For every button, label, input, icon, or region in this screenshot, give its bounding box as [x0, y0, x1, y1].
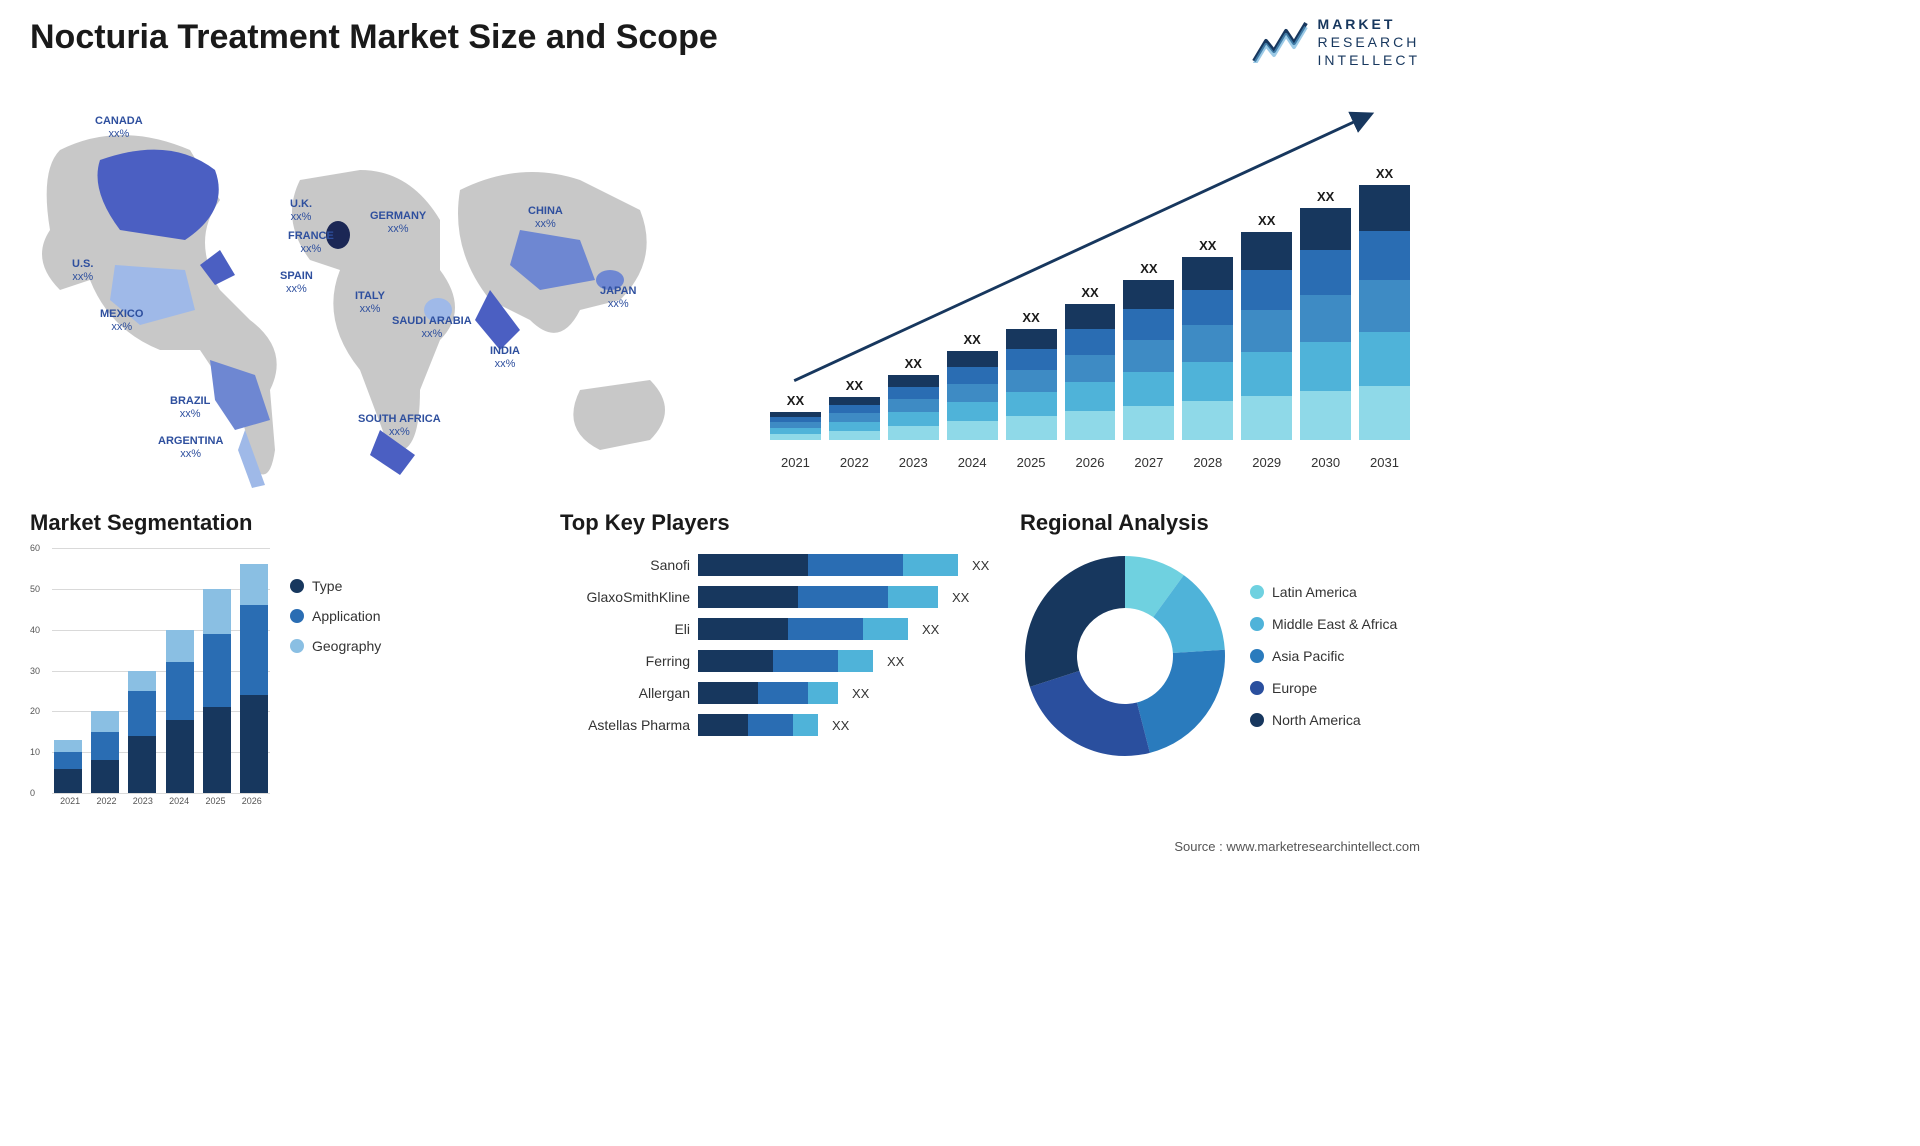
donut-slice [1137, 650, 1225, 753]
players-section: Top Key Players SanofiXX GlaxoSmithKlineX… [560, 510, 1000, 736]
growth-bar: XX [1300, 189, 1351, 440]
legend-item: Asia Pacific [1250, 648, 1397, 664]
logo-text: MARKET RESEARCH INTELLECT [1318, 15, 1420, 70]
regional-donut [1020, 551, 1230, 761]
segmentation-legend: Type Application Geography [290, 548, 381, 818]
regional-section: Regional Analysis Latin America Middle Ea… [1020, 510, 1420, 761]
player-row: EliXX [560, 618, 1000, 640]
source-text: Source : www.marketresearchintellect.com [1174, 839, 1420, 854]
segmentation-bar [203, 589, 231, 793]
logo-icon [1252, 21, 1308, 63]
growth-chart: XXXXXXXXXXXXXXXXXXXXXX 20212022202320242… [770, 100, 1410, 470]
legend-item: Europe [1250, 680, 1397, 696]
legend-item: Geography [290, 638, 381, 654]
map-label: MEXICOxx% [100, 308, 143, 333]
player-row: Astellas PharmaXX [560, 714, 1000, 736]
player-row: GlaxoSmithKlineXX [560, 586, 1000, 608]
player-row: SanofiXX [560, 554, 1000, 576]
growth-bar: XX [770, 393, 821, 440]
growth-bar: XX [1241, 213, 1292, 440]
segmentation-section: Market Segmentation 0102030405060 202120… [30, 510, 450, 818]
segmentation-title: Market Segmentation [30, 510, 450, 536]
player-row: FerringXX [560, 650, 1000, 672]
map-label: U.S.xx% [72, 258, 93, 283]
legend-item: Type [290, 578, 381, 594]
map-label: INDIAxx% [490, 345, 520, 370]
players-chart: SanofiXX GlaxoSmithKlineXX EliXX FerringXX A… [560, 554, 1000, 736]
legend-item: Application [290, 608, 381, 624]
segmentation-bar [240, 564, 268, 793]
segmentation-chart: 0102030405060 202120222023202420252026 [30, 548, 270, 818]
map-label: CHINAxx% [528, 205, 563, 230]
map-label: FRANCExx% [288, 230, 334, 255]
map-label: U.K.xx% [290, 198, 312, 223]
donut-slice [1025, 556, 1125, 687]
segmentation-bar [166, 630, 194, 793]
player-row: AllerganXX [560, 682, 1000, 704]
growth-bar: XX [1006, 310, 1057, 440]
map-label: BRAZILxx% [170, 395, 210, 420]
world-map: CANADAxx% U.S.xx% MEXICOxx% BRAZILxx% ARGENT… [20, 90, 720, 490]
segmentation-bar [54, 740, 82, 793]
page-title: Nocturia Treatment Market Size and Scope [30, 18, 718, 57]
map-label: SAUDI ARABIAxx% [392, 315, 472, 340]
legend-item: Middle East & Africa [1250, 616, 1397, 632]
map-label: ARGENTINAxx% [158, 435, 223, 460]
donut-slice [1030, 671, 1150, 756]
growth-bar: XX [1182, 238, 1233, 440]
growth-bar: XX [829, 378, 880, 440]
regional-legend: Latin America Middle East & Africa Asia Pa… [1250, 584, 1397, 728]
map-label: SOUTH AFRICAxx% [358, 413, 441, 438]
growth-bar: XX [888, 356, 939, 440]
growth-bar: XX [1065, 285, 1116, 440]
map-label: GERMANYxx% [370, 210, 426, 235]
brand-logo: MARKET RESEARCH INTELLECT [1252, 15, 1420, 70]
legend-item: North America [1250, 712, 1397, 728]
growth-bar: XX [947, 332, 998, 440]
players-title: Top Key Players [560, 510, 1000, 536]
growth-bar: XX [1359, 166, 1410, 440]
legend-item: Latin America [1250, 584, 1397, 600]
regional-title: Regional Analysis [1020, 510, 1420, 536]
map-label: SPAINxx% [280, 270, 313, 295]
map-label: CANADAxx% [95, 115, 143, 140]
segmentation-bar [128, 671, 156, 793]
growth-bar: XX [1123, 261, 1174, 440]
map-label: JAPANxx% [600, 285, 636, 310]
map-label: ITALYxx% [355, 290, 385, 315]
segmentation-bar [91, 711, 119, 793]
